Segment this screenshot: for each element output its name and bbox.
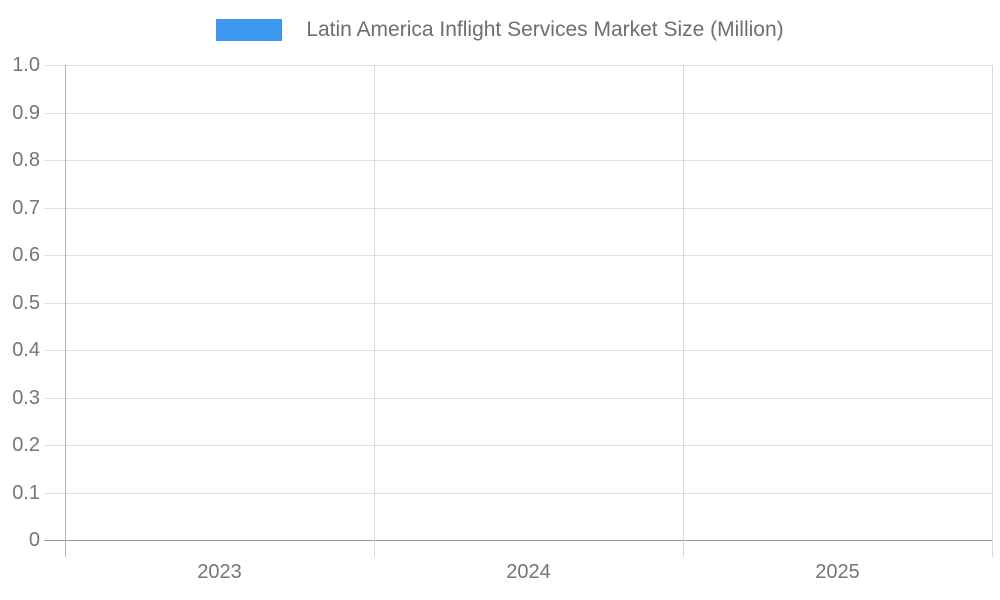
x-axis-tick-label: 2025 <box>815 561 860 583</box>
gridline-horizontal <box>44 255 992 256</box>
gridline-horizontal <box>44 302 992 304</box>
gridline-horizontal <box>44 397 992 399</box>
gridline-horizontal <box>44 112 992 114</box>
y-axis-tick-label: 0.1 <box>12 481 40 504</box>
y-axis-tick-label: 0.9 <box>12 101 40 124</box>
gridline-horizontal <box>44 492 992 494</box>
gridline-horizontal <box>44 65 992 66</box>
gridline-horizontal <box>44 207 992 209</box>
y-axis-line <box>65 65 66 557</box>
y-axis-tick-label: 0.6 <box>12 244 40 266</box>
gridline-vertical <box>992 65 993 557</box>
y-axis-tick-label: 0.8 <box>12 149 40 171</box>
gridline-horizontal <box>44 350 992 351</box>
y-axis-tick-label: 0.2 <box>12 434 40 456</box>
y-axis-tick-label: 0.7 <box>12 196 40 219</box>
gridline-horizontal <box>44 445 992 446</box>
x-axis-tick-label: 2024 <box>506 561 551 583</box>
x-axis-line <box>44 540 992 541</box>
y-axis-tick-label: 0.3 <box>12 386 40 409</box>
legend[interactable]: Latin America Inflight Services Market S… <box>0 18 1000 42</box>
gridline-vertical <box>374 65 375 557</box>
legend-label: Latin America Inflight Services Market S… <box>306 18 784 41</box>
y-axis-tick-label: 0.4 <box>12 339 40 361</box>
gridline-vertical <box>683 65 684 557</box>
y-axis-tick-label: 0.5 <box>12 291 40 314</box>
y-axis-tick-label: 1.0 <box>12 54 40 76</box>
y-axis-tick-label: 0 <box>28 529 40 551</box>
x-axis-tick-label: 2023 <box>197 561 242 583</box>
legend-swatch[interactable] <box>216 19 283 41</box>
gridline-horizontal <box>44 160 992 161</box>
